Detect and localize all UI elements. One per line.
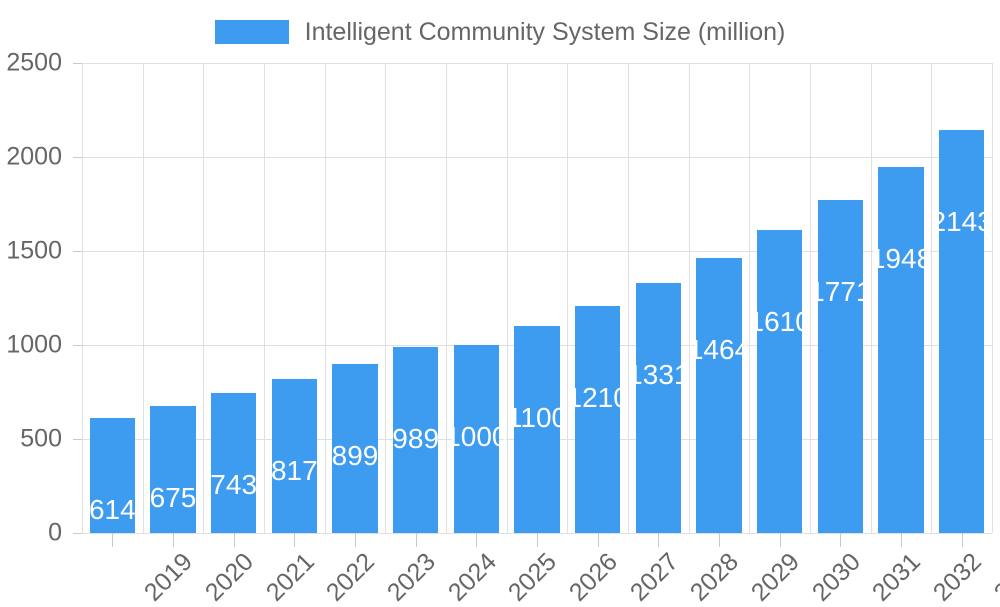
bar[interactable] — [938, 130, 985, 533]
x-axis-tick-mark — [598, 533, 599, 547]
bar-value-label: 1610 — [748, 306, 811, 338]
x-axis-tick-mark — [840, 533, 841, 547]
x-axis-tick-label: 2022 — [321, 547, 381, 607]
x-axis-tick-mark — [780, 533, 781, 547]
x-axis-tick-mark — [658, 533, 659, 547]
y-axis-tick-label: 500 — [20, 424, 62, 453]
bar[interactable] — [756, 230, 803, 533]
x-gridline — [264, 63, 265, 533]
y-gridline — [82, 157, 992, 158]
x-axis-tick-label: 2027 — [624, 547, 684, 607]
x-axis-tick-mark — [416, 533, 417, 547]
bar[interactable] — [210, 393, 257, 533]
bar-value-label: 1100 — [506, 402, 568, 434]
legend-label: Intelligent Community System Size (milli… — [304, 17, 786, 46]
bar-value-label: 675 — [149, 482, 197, 514]
y-axis-tick-label: 1500 — [6, 236, 62, 265]
x-axis-tick-label: 2025 — [503, 547, 563, 607]
y-axis-tick-label: 0 — [48, 518, 62, 547]
x-gridline — [689, 63, 690, 533]
x-gridline — [446, 63, 447, 533]
bar[interactable] — [89, 417, 136, 533]
bar-value-label: 899 — [331, 439, 379, 471]
x-axis-tick-label: 2019 — [139, 547, 199, 607]
x-axis-tick-label: 2032 — [927, 547, 988, 607]
x-gridline — [810, 63, 811, 533]
x-axis-tick-label: 2030 — [806, 547, 866, 607]
y-gridline — [82, 63, 992, 64]
x-gridline — [992, 63, 993, 533]
bar[interactable] — [635, 282, 682, 533]
x-gridline — [385, 63, 386, 533]
x-gridline — [749, 63, 750, 533]
x-axis-tick-label: 2021 — [260, 547, 320, 607]
bar-value-label: 1210 — [566, 381, 629, 413]
x-axis-tick-label: 2024 — [442, 547, 502, 607]
bar[interactable] — [696, 257, 742, 533]
x-axis-tick-label: 2033 — [988, 547, 1000, 607]
y-axis-tick-mark — [73, 157, 82, 158]
y-axis-tick-label: 2000 — [6, 142, 62, 171]
y-axis-tick-mark — [73, 63, 82, 64]
x-gridline — [871, 63, 872, 533]
chart-legend: Intelligent Community System Size (milli… — [0, 14, 1000, 50]
y-axis-tick-label: 1000 — [6, 330, 62, 359]
bar[interactable] — [574, 305, 621, 533]
bar-value-label: 989 — [392, 423, 440, 455]
x-axis-tick-mark — [537, 533, 538, 547]
legend-swatch-icon — [214, 20, 289, 44]
bar-value-label: 1331 — [627, 358, 690, 390]
x-axis-tick-label: 2026 — [563, 547, 624, 607]
x-axis-tick-mark — [112, 533, 113, 547]
x-gridline — [628, 63, 629, 533]
x-gridline — [143, 63, 144, 533]
x-axis-tick-mark — [901, 533, 902, 547]
x-axis-tick-label: 2029 — [745, 547, 806, 607]
bar-value-label: 614 — [88, 493, 136, 525]
x-axis-tick-mark — [355, 533, 356, 547]
x-axis-tick-mark — [962, 533, 963, 547]
x-axis-tick-label: 2020 — [199, 547, 260, 607]
plot-area: 0 500 1000 1500 2000 2500 614 2019 675 2020 743 202… — [6, 50, 1000, 607]
y-axis-tick-mark — [73, 251, 82, 252]
bar-value-label: 1464 — [687, 333, 751, 365]
x-axis-tick-mark — [173, 533, 174, 547]
bar-value-label: 817 — [270, 455, 318, 487]
x-axis-tick-mark — [719, 533, 720, 547]
bar-value-label: 1948 — [869, 242, 933, 274]
x-gridline — [203, 63, 204, 533]
bar-value-label: 2143 — [930, 206, 993, 238]
bar[interactable] — [150, 406, 196, 533]
x-axis-tick-label: 2023 — [381, 547, 442, 607]
x-gridline — [931, 63, 932, 533]
bar[interactable] — [878, 166, 924, 533]
bar-value-label: 1000 — [445, 421, 508, 452]
x-axis-tick-mark — [234, 533, 235, 547]
x-axis-tick-label: 2031 — [867, 547, 927, 607]
bar[interactable] — [453, 345, 500, 533]
x-gridline — [507, 63, 508, 533]
bar[interactable] — [817, 200, 864, 533]
bar-value-label: 1771 — [809, 276, 872, 308]
y-axis-tick-label: 2500 — [6, 48, 62, 77]
bar[interactable] — [392, 347, 439, 533]
legend-item[interactable]: Intelligent Community System Size (milli… — [214, 17, 786, 46]
y-gridline — [82, 251, 992, 252]
y-axis-tick-mark — [73, 439, 82, 440]
y-axis-tick-mark — [73, 533, 82, 534]
bar-value-label: 743 — [210, 469, 258, 501]
x-gridline — [325, 63, 326, 533]
y-axis-tick-mark — [73, 345, 82, 346]
bar[interactable] — [271, 379, 318, 533]
x-gridline — [82, 63, 83, 533]
bar[interactable] — [514, 326, 560, 533]
x-axis-tick-mark — [476, 533, 477, 547]
bar[interactable] — [332, 364, 378, 533]
x-axis-tick-label: 2028 — [685, 547, 745, 607]
x-axis-tick-mark — [294, 533, 295, 547]
x-gridline — [567, 63, 568, 533]
